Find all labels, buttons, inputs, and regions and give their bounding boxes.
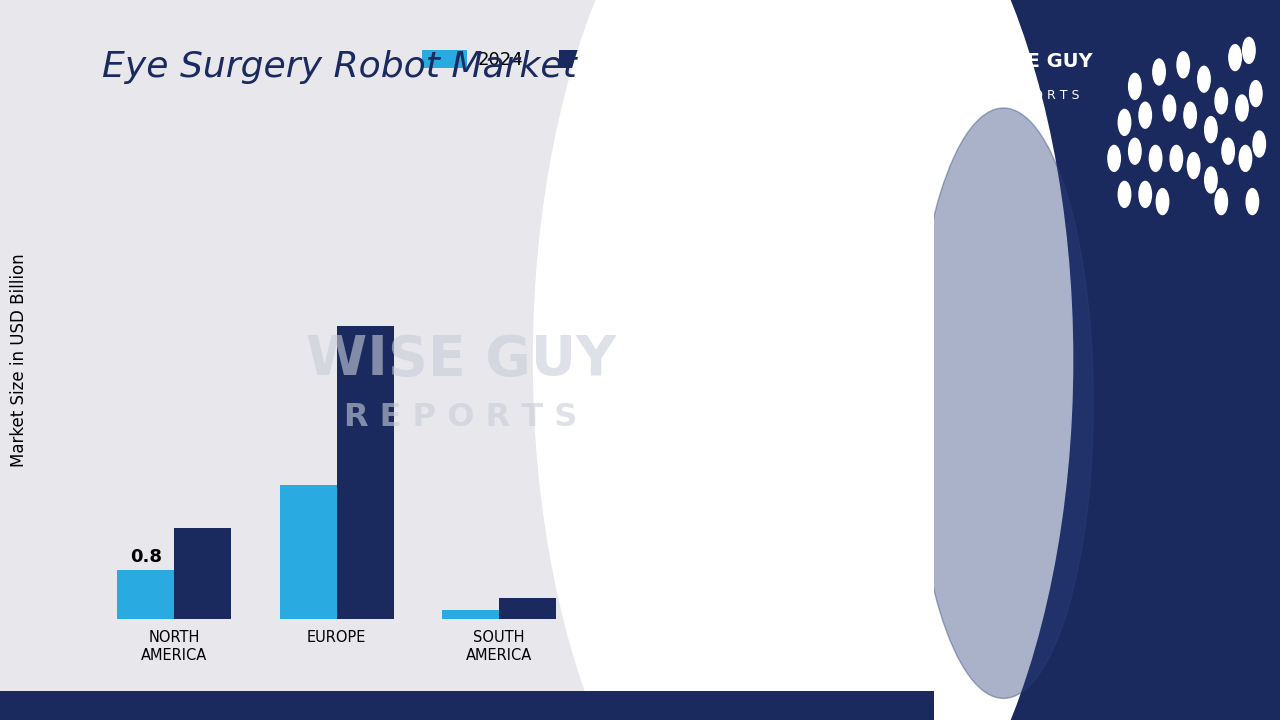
Bar: [174, 528, 232, 619]
Ellipse shape: [914, 108, 1093, 698]
Circle shape: [1204, 167, 1217, 193]
Circle shape: [1156, 189, 1169, 215]
Circle shape: [1198, 66, 1210, 92]
Circle shape: [1129, 138, 1140, 164]
Circle shape: [1178, 52, 1189, 78]
Circle shape: [1119, 181, 1130, 207]
Bar: [280, 485, 337, 619]
Circle shape: [1204, 117, 1217, 143]
Circle shape: [1139, 102, 1152, 128]
Circle shape: [1149, 145, 1162, 171]
Circle shape: [1170, 145, 1183, 171]
Circle shape: [1253, 131, 1266, 157]
Bar: [767, 604, 824, 619]
Circle shape: [1249, 81, 1262, 107]
Circle shape: [534, 0, 1073, 720]
Text: R E P O R T S: R E P O R T S: [997, 89, 1079, 102]
Circle shape: [1235, 95, 1248, 121]
Text: Eye Surgery Robot Market: Eye Surgery Robot Market: [102, 50, 577, 84]
Circle shape: [1129, 73, 1140, 99]
Bar: [605, 449, 662, 619]
Circle shape: [1229, 45, 1242, 71]
Text: WISE GUY: WISE GUY: [306, 333, 616, 387]
Bar: [337, 326, 394, 619]
Bar: [824, 577, 881, 619]
Legend: 2024, 2032: 2024, 2032: [415, 42, 668, 76]
Circle shape: [1184, 102, 1197, 128]
Circle shape: [1215, 189, 1228, 215]
Text: 0.8: 0.8: [129, 547, 161, 565]
Circle shape: [1247, 189, 1258, 215]
Circle shape: [1188, 153, 1199, 179]
Circle shape: [1239, 145, 1252, 171]
Circle shape: [1139, 181, 1152, 207]
Circle shape: [1153, 59, 1165, 85]
Bar: [499, 598, 556, 619]
Circle shape: [1215, 88, 1228, 114]
Circle shape: [1108, 145, 1120, 171]
Bar: [118, 570, 174, 619]
Text: Market Size in USD Billion: Market Size in USD Billion: [10, 253, 28, 467]
Circle shape: [1119, 109, 1130, 135]
Text: WISE GUY: WISE GUY: [984, 52, 1092, 71]
Circle shape: [1164, 95, 1175, 121]
Circle shape: [1222, 138, 1234, 164]
Circle shape: [1243, 37, 1256, 63]
Bar: [662, 162, 718, 619]
Bar: [443, 610, 499, 619]
Text: R E P O R T S: R E P O R T S: [344, 402, 577, 433]
